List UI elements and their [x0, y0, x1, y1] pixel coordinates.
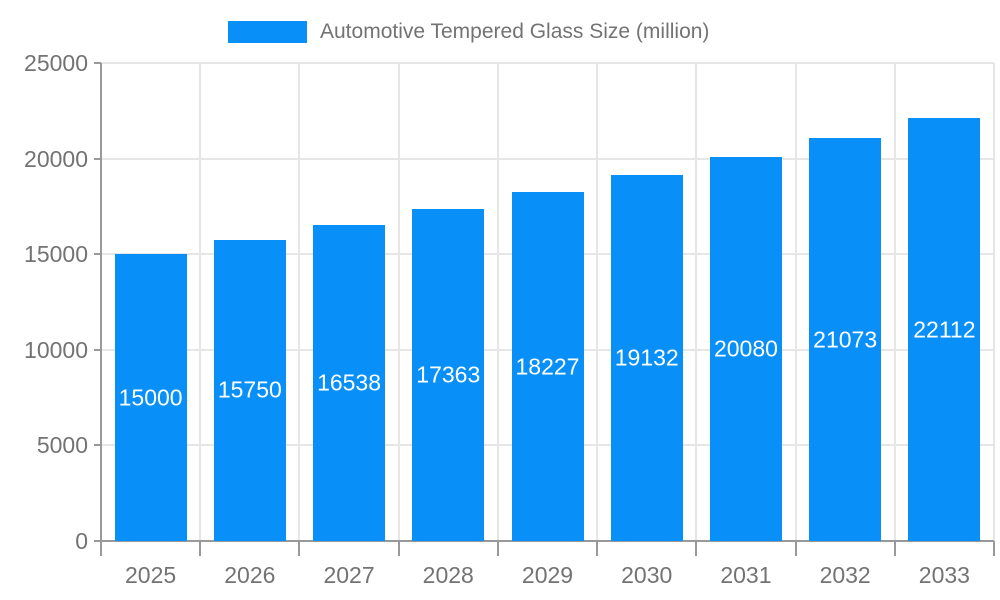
- bar[interactable]: 21073: [809, 138, 882, 541]
- v-gridline: [496, 63, 499, 541]
- bar-value-label: 15000: [118, 384, 183, 411]
- bar-value-label: 17363: [416, 361, 481, 388]
- y-axis-tick: [94, 348, 101, 351]
- x-tick-label: 2028: [422, 562, 474, 588]
- x-tick-label: 2030: [621, 562, 673, 588]
- bar[interactable]: 20080: [709, 157, 782, 541]
- x-tick-label: 2032: [819, 562, 871, 588]
- bar[interactable]: 15000: [114, 254, 187, 541]
- y-tick-label: 20000: [24, 145, 88, 172]
- y-tick-label: 0: [75, 528, 88, 554]
- v-gridline: [794, 63, 797, 541]
- y-tick-label: 25000: [24, 50, 88, 76]
- bar-value-label: 21073: [813, 326, 878, 353]
- x-tick-label: 2027: [323, 562, 375, 588]
- v-gridline: [397, 63, 400, 541]
- bar[interactable]: 16538: [313, 224, 386, 541]
- legend-item[interactable]: Automotive Tempered Glass Size (million): [228, 20, 709, 44]
- x-axis-tick: [496, 541, 499, 556]
- x-axis-tick: [993, 541, 995, 556]
- v-gridline: [893, 63, 896, 541]
- y-axis-tick: [94, 253, 101, 256]
- bar[interactable]: 19132: [610, 175, 683, 541]
- y-axis-tick: [94, 62, 101, 64]
- bar[interactable]: 18227: [511, 192, 584, 541]
- bar[interactable]: 17363: [412, 209, 485, 541]
- x-tick-label: 2029: [521, 562, 574, 588]
- y-axis-tick: [94, 444, 101, 447]
- x-tick-label: 2026: [224, 562, 276, 588]
- x-tick-label: 2031: [720, 562, 772, 588]
- bar-value-label: 15750: [217, 376, 282, 403]
- y-tick-label: 5000: [36, 432, 88, 459]
- x-axis-tick: [100, 541, 102, 556]
- bar[interactable]: 15750: [213, 239, 286, 541]
- y-tick-label: 15000: [24, 241, 88, 268]
- y-axis-tick: [94, 157, 101, 160]
- v-gridline: [993, 63, 995, 541]
- x-axis-tick: [893, 541, 896, 556]
- h-gridline: [101, 157, 994, 160]
- x-axis-tick: [596, 541, 599, 556]
- y-axis-line: [100, 63, 102, 541]
- bar-value-label: 16538: [317, 369, 382, 396]
- x-axis-line: [94, 540, 994, 542]
- legend-swatch: [228, 21, 307, 43]
- v-gridline: [298, 63, 301, 541]
- x-axis-tick: [794, 541, 797, 556]
- x-axis-tick: [397, 541, 400, 556]
- v-gridline: [199, 63, 202, 541]
- legend-label: Automotive Tempered Glass Size (million): [320, 20, 710, 43]
- bar[interactable]: 22112: [908, 118, 981, 541]
- v-gridline: [596, 63, 599, 541]
- bar-value-label: 20080: [713, 335, 778, 362]
- x-axis-tick: [298, 541, 301, 556]
- h-gridline: [101, 62, 994, 64]
- x-axis-tick: [199, 541, 202, 556]
- bar-value-label: 18227: [515, 353, 580, 380]
- bar-value-label: 22112: [913, 316, 976, 343]
- y-tick-label: 10000: [24, 336, 88, 363]
- x-tick-label: 2025: [125, 562, 177, 588]
- bar-value-label: 19132: [614, 344, 679, 371]
- v-gridline: [695, 63, 698, 541]
- x-axis-tick: [695, 541, 698, 556]
- x-tick-label: 2033: [918, 562, 970, 588]
